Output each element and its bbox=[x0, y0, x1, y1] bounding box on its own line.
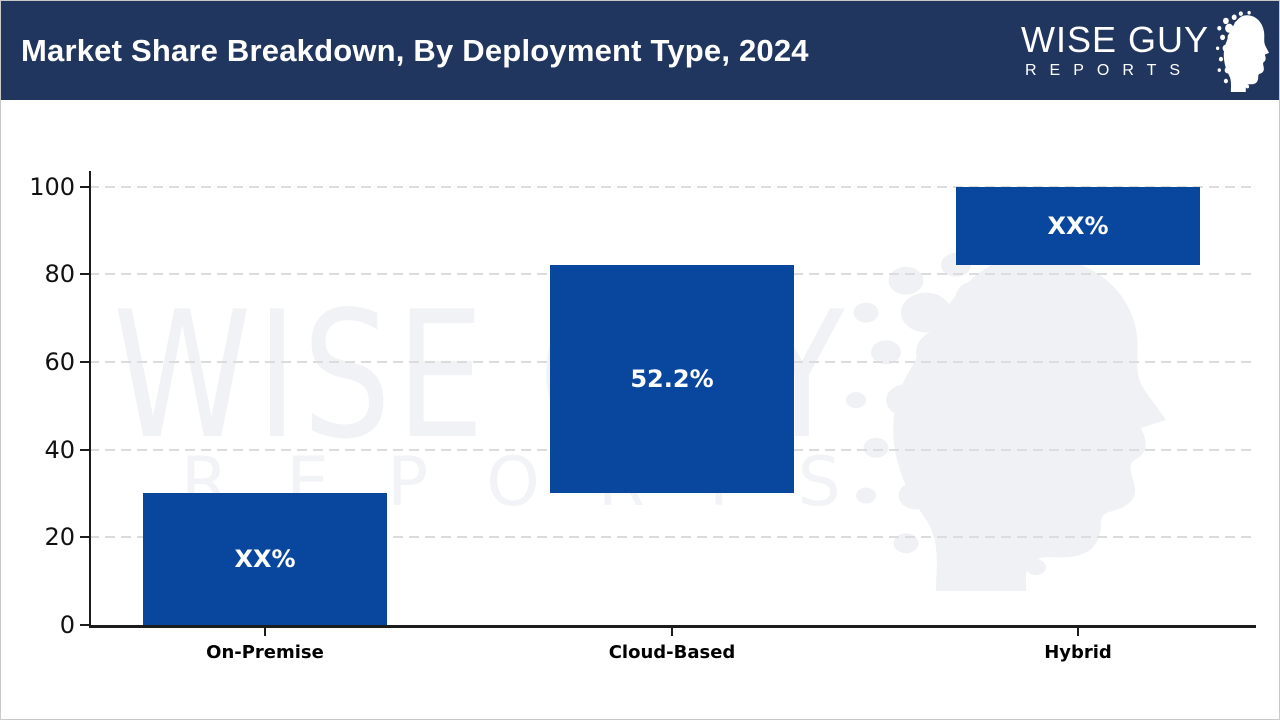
x-tick-hybrid bbox=[1077, 628, 1079, 636]
y-tick-60 bbox=[80, 360, 89, 363]
brand-name: WISE GUY bbox=[1020, 19, 1209, 60]
bar-cloud-based bbox=[550, 264, 794, 494]
chart-area: WISE GUY REPORTS XX% 52.2% XX% 0 20 40 60 80 10… bbox=[1, 100, 1279, 719]
y-tick-100 bbox=[80, 185, 89, 188]
bar-on-premise bbox=[143, 493, 387, 625]
x-tick-label-hybrid: Hybrid bbox=[1044, 642, 1112, 663]
y-tick-label-100: 100 bbox=[29, 172, 75, 201]
y-tick-label-80: 80 bbox=[44, 260, 75, 289]
y-tick-label-20: 20 bbox=[44, 523, 75, 552]
y-tick-0 bbox=[80, 624, 89, 626]
plot-area: XX% 52.2% XX% bbox=[89, 171, 1256, 625]
brand-logo: WISE GUY REPORTS bbox=[1021, 10, 1269, 92]
header-bar: Market Share Breakdown, By Deployment Ty… bbox=[1, 1, 1279, 100]
x-axis-line bbox=[89, 625, 1256, 628]
y-tick-label-60: 60 bbox=[44, 347, 75, 376]
gridline-100 bbox=[89, 185, 1256, 188]
x-tick-cloud-based bbox=[671, 628, 673, 636]
bar-hybrid bbox=[956, 186, 1200, 265]
x-tick-on-premise bbox=[264, 628, 266, 636]
y-axis-line bbox=[89, 171, 91, 628]
brand-logo-text: WISE GUY REPORTS bbox=[1021, 22, 1209, 79]
x-tick-label-cloud-based: Cloud-Based bbox=[608, 642, 736, 663]
y-tick-label-40: 40 bbox=[44, 435, 75, 464]
x-tick-label-on-premise: On-Premise bbox=[206, 642, 324, 663]
page-title: Market Share Breakdown, By Deployment Ty… bbox=[21, 32, 809, 68]
brand-subtitle: REPORTS bbox=[1024, 62, 1194, 79]
y-tick-80 bbox=[80, 273, 89, 276]
wiseguy-head-icon bbox=[1215, 10, 1269, 92]
y-tick-20 bbox=[80, 536, 89, 539]
y-tick-40 bbox=[80, 448, 89, 451]
gridline-20 bbox=[89, 536, 1256, 539]
y-tick-label-0: 0 bbox=[59, 611, 75, 639]
